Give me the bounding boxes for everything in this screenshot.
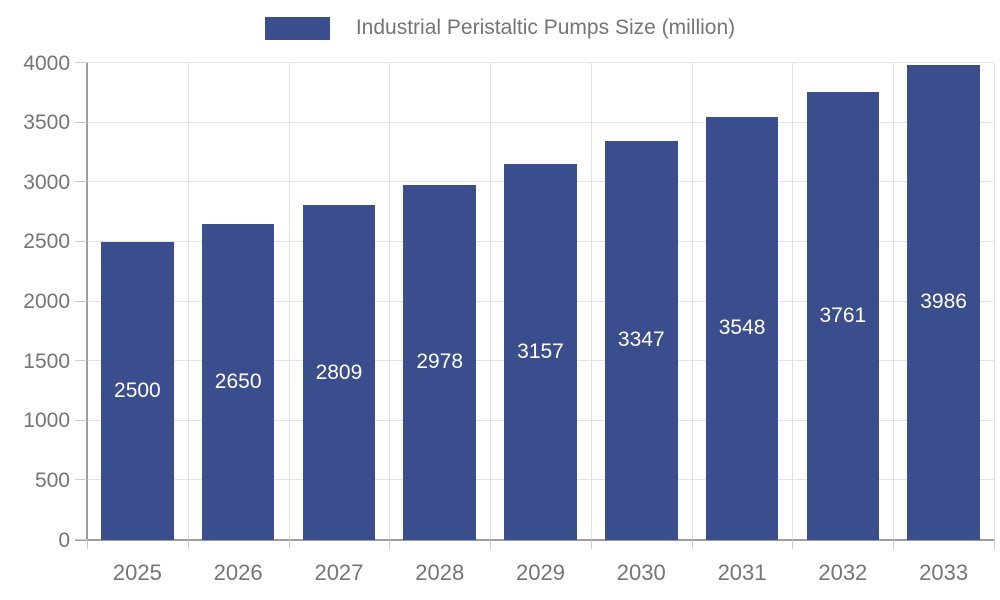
x-axis-tick (590, 540, 592, 549)
bar-2027[interactable] (302, 205, 376, 540)
gridline-vertical (389, 63, 391, 540)
x-axis-tick (187, 540, 189, 549)
bar-value-label: 2500 (114, 378, 161, 402)
x-axis-tick (994, 540, 995, 549)
y-axis-tick (75, 62, 87, 63)
bar-2029[interactable] (504, 163, 577, 540)
bar-2031[interactable] (705, 116, 779, 540)
y-axis-tick-label: 3000 (23, 170, 70, 194)
gridline-vertical (187, 63, 189, 540)
gridline-horizontal (87, 121, 994, 123)
y-axis-tick (75, 479, 87, 481)
x-axis-line (75, 539, 994, 541)
x-axis-category-label: 2028 (415, 560, 465, 585)
gridline-vertical (288, 63, 290, 540)
bar-value-label: 3548 (718, 316, 766, 340)
y-axis-tick-label: 500 (34, 468, 70, 492)
bar-value-label: 2809 (315, 360, 363, 384)
y-axis-tick-label: 4000 (23, 51, 70, 75)
gridline-vertical (490, 63, 492, 540)
gridline-vertical (590, 63, 592, 540)
x-axis-category-label: 2032 (818, 560, 868, 585)
bar-value-label: 3157 (517, 339, 564, 363)
gridline-vertical (994, 63, 995, 540)
x-axis-tick (691, 540, 693, 549)
x-axis-tick (389, 540, 391, 549)
bar-2032[interactable] (806, 91, 880, 540)
legend-swatch[interactable] (264, 16, 330, 40)
y-axis-tick (75, 539, 87, 540)
y-axis-tick-label: 1000 (23, 409, 70, 433)
x-axis-tick (792, 540, 794, 549)
x-axis-tick (893, 540, 895, 549)
bar-2030[interactable] (604, 140, 678, 540)
bar-2026[interactable] (201, 224, 275, 540)
y-axis-tick (75, 300, 87, 302)
bar-value-label: 3761 (819, 303, 867, 327)
y-axis-tick-label: 2000 (23, 290, 70, 313)
y-axis-tick-label: 1500 (23, 349, 70, 373)
y-axis-tick (75, 181, 87, 183)
bar-value-label: 2978 (416, 350, 464, 374)
bar-value-label: 3986 (920, 290, 967, 314)
y-axis-tick-label: 2500 (23, 230, 70, 254)
x-axis-category-label: 2033 (919, 560, 969, 585)
gridline-vertical (893, 63, 895, 540)
gridline-vertical (691, 63, 693, 540)
y-axis-tick (75, 360, 87, 362)
x-axis-category-label: 2031 (717, 560, 767, 585)
x-axis-category-label: 2029 (516, 560, 565, 585)
x-axis-category-label: 2030 (616, 560, 666, 585)
y-axis-line (86, 63, 88, 540)
bar-2025[interactable] (101, 241, 174, 540)
y-axis-tick (75, 419, 87, 421)
legend[interactable]: Industrial Peristaltic Pumps Size (milli… (0, 16, 1000, 40)
gridline-horizontal (87, 62, 994, 63)
x-axis-tick (490, 540, 492, 549)
x-axis-tick (87, 540, 88, 549)
gridline-vertical (792, 63, 794, 540)
bar-2033[interactable] (907, 64, 980, 540)
x-axis-tick (288, 540, 290, 549)
bar-value-label: 3347 (617, 328, 665, 352)
y-axis-tick-label: 0 (58, 528, 70, 552)
y-axis-tick (75, 121, 87, 123)
legend-label: Industrial Peristaltic Pumps Size (milli… (355, 16, 736, 39)
y-axis-tick (75, 240, 87, 242)
x-axis-category-label: 2025 (112, 560, 162, 585)
plot-area: 0 500 1000 1500 2000 2500 3000 3500 4000 2500 265… (23, 52, 995, 585)
bar-value-label: 2650 (214, 370, 262, 393)
x-axis-category-label: 2027 (314, 560, 364, 585)
x-axis-category-label: 2026 (213, 560, 263, 585)
bar-2028[interactable] (403, 184, 476, 540)
y-axis-tick-label: 3500 (23, 111, 70, 135)
